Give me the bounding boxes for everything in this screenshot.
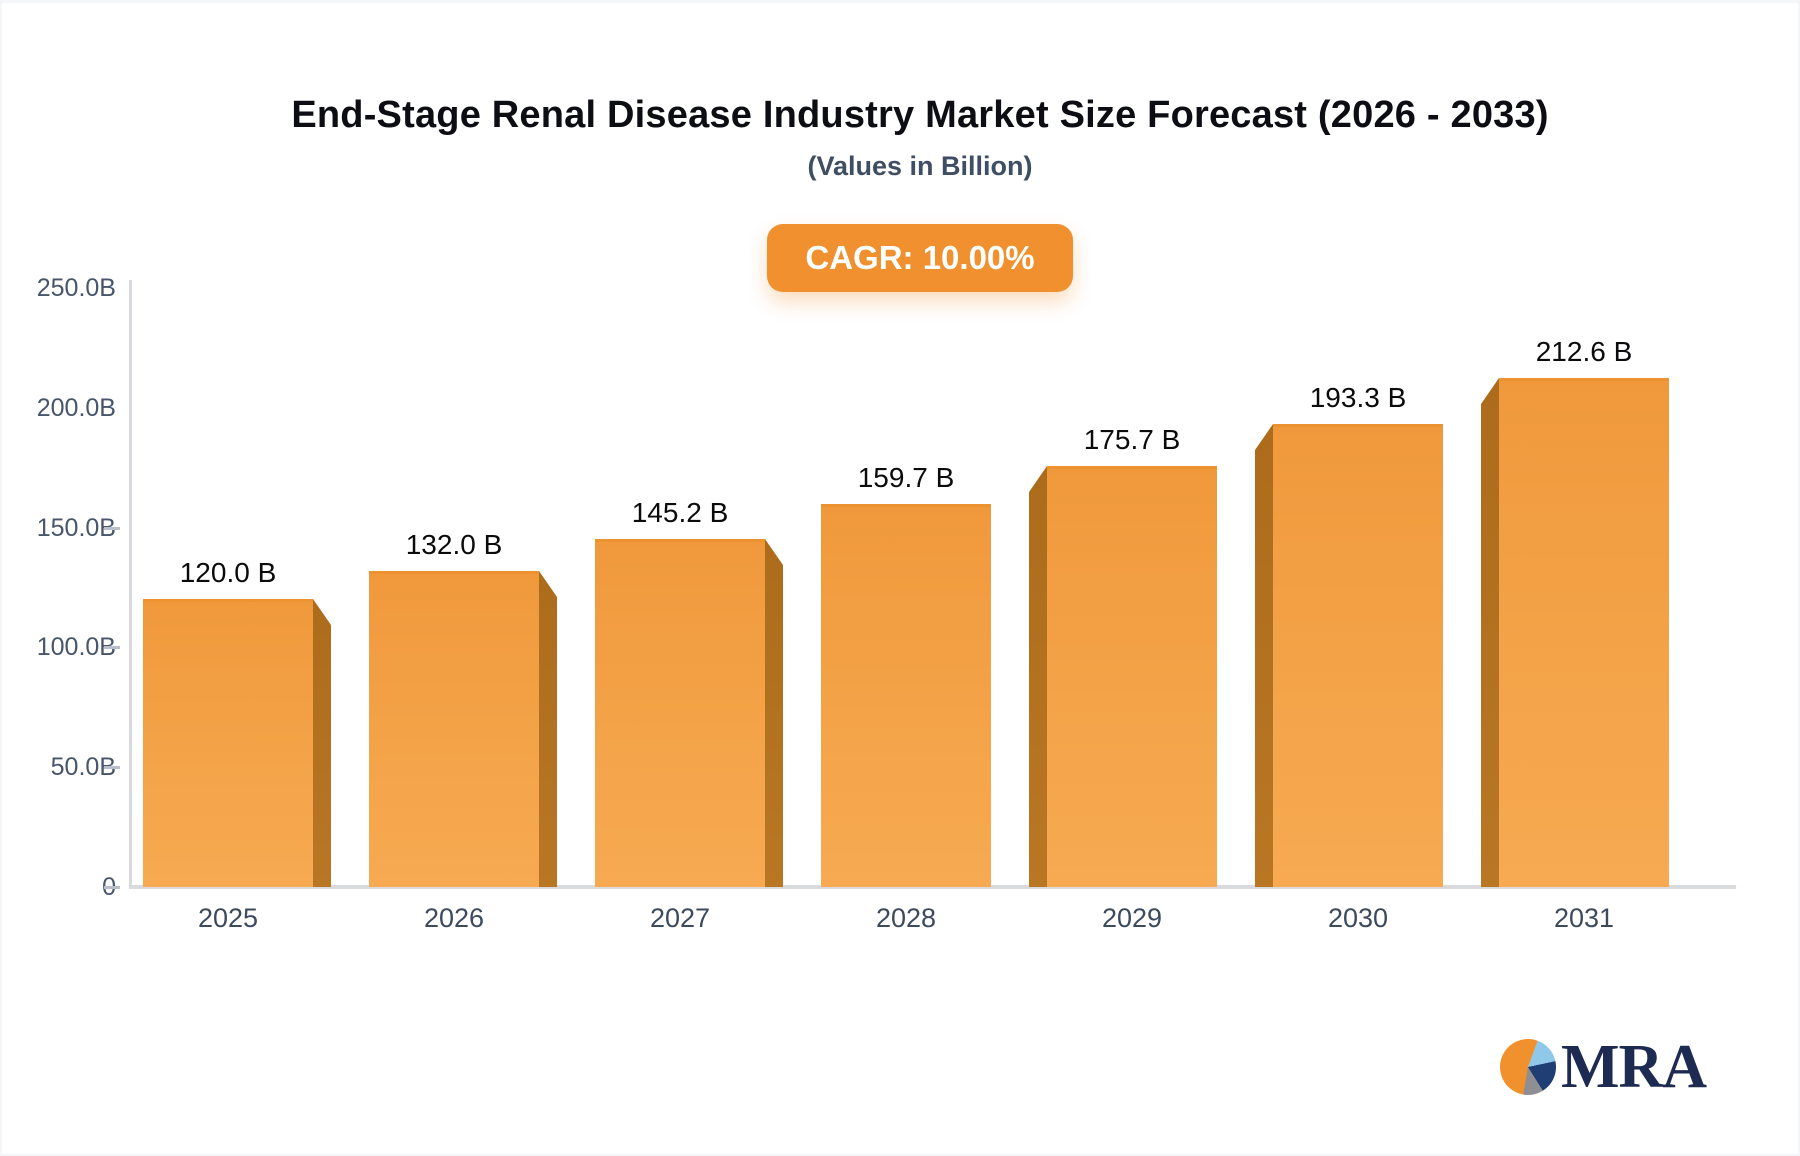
y-axis-tick bbox=[104, 646, 120, 650]
bar-value-label: 175.7 B bbox=[1083, 424, 1181, 455]
page-top-border bbox=[0, 0, 1800, 3]
x-axis-label: 2030 bbox=[1327, 903, 1389, 933]
bar-side-panel bbox=[313, 599, 331, 887]
bar-2025: 120.0 B bbox=[143, 557, 331, 887]
x-axis-label: 2028 bbox=[875, 903, 937, 933]
bar-2031: 212.6 B bbox=[1481, 336, 1669, 887]
bar-value-label: 132.0 B bbox=[405, 529, 503, 560]
x-axis-label: 2027 bbox=[649, 903, 711, 933]
bar-value-label: 159.7 B bbox=[857, 462, 955, 493]
x-axis-label: 2025 bbox=[197, 903, 259, 933]
bar-value-label: 212.6 B bbox=[1535, 336, 1633, 367]
y-axis-label: 50.0B bbox=[50, 753, 116, 782]
bar-2030: 193.3 B bbox=[1255, 382, 1443, 887]
y-axis-label: 100.0B bbox=[36, 633, 116, 662]
bar-face bbox=[1273, 424, 1443, 887]
bar-face bbox=[143, 599, 313, 887]
bar-face bbox=[1047, 466, 1217, 887]
bar-face bbox=[821, 504, 991, 887]
bar-face bbox=[595, 539, 765, 887]
bar-value-label: 193.3 B bbox=[1309, 382, 1407, 413]
x-axis-label: 2029 bbox=[1101, 903, 1163, 933]
chart-title: End-Stage Renal Disease Industry Market … bbox=[291, 94, 1549, 136]
bar-side-panel bbox=[1029, 466, 1047, 887]
bar-value-label: 145.2 B bbox=[631, 497, 729, 528]
y-axis-line bbox=[129, 280, 132, 887]
y-axis-tick bbox=[104, 766, 120, 770]
y-axis-label: 0 bbox=[6, 874, 116, 900]
bar-side-panel bbox=[1481, 378, 1499, 887]
brand-logo-text: MRA bbox=[1561, 1033, 1707, 1101]
x-axis-label: 2026 bbox=[423, 903, 485, 933]
bar-face bbox=[1499, 378, 1669, 887]
chart-header: End-Stage Renal Disease Industry Market … bbox=[40, 0, 1800, 292]
bar-face bbox=[369, 571, 539, 887]
x-axis-label: 2031 bbox=[1553, 903, 1615, 933]
y-axis-label: 250.0B bbox=[36, 274, 116, 302]
brand-logo: MRA bbox=[1500, 1033, 1707, 1101]
bar-2027: 145.2 B bbox=[595, 497, 783, 887]
y-axis-label: 200.0B bbox=[36, 393, 116, 422]
cagr-badge: CAGR: 10.00% bbox=[767, 224, 1073, 292]
bar-2029: 175.7 B bbox=[1029, 424, 1217, 887]
x-axis-line bbox=[129, 885, 1736, 889]
y-axis-label: 150.0B bbox=[36, 513, 116, 542]
bar-side-panel bbox=[1255, 424, 1273, 887]
y-axis-tick bbox=[104, 526, 120, 530]
y-axis-tick bbox=[104, 886, 120, 889]
pie-chart-logo-icon bbox=[1500, 1039, 1556, 1095]
chart-subtitle: (Values in Billion) bbox=[807, 151, 1033, 181]
bar-side-panel bbox=[539, 571, 557, 887]
bar-2028: 159.7 B bbox=[821, 462, 991, 887]
bar-side-panel bbox=[765, 539, 783, 887]
bar-2026: 132.0 B bbox=[369, 529, 557, 887]
bar-value-label: 120.0 B bbox=[179, 557, 277, 588]
